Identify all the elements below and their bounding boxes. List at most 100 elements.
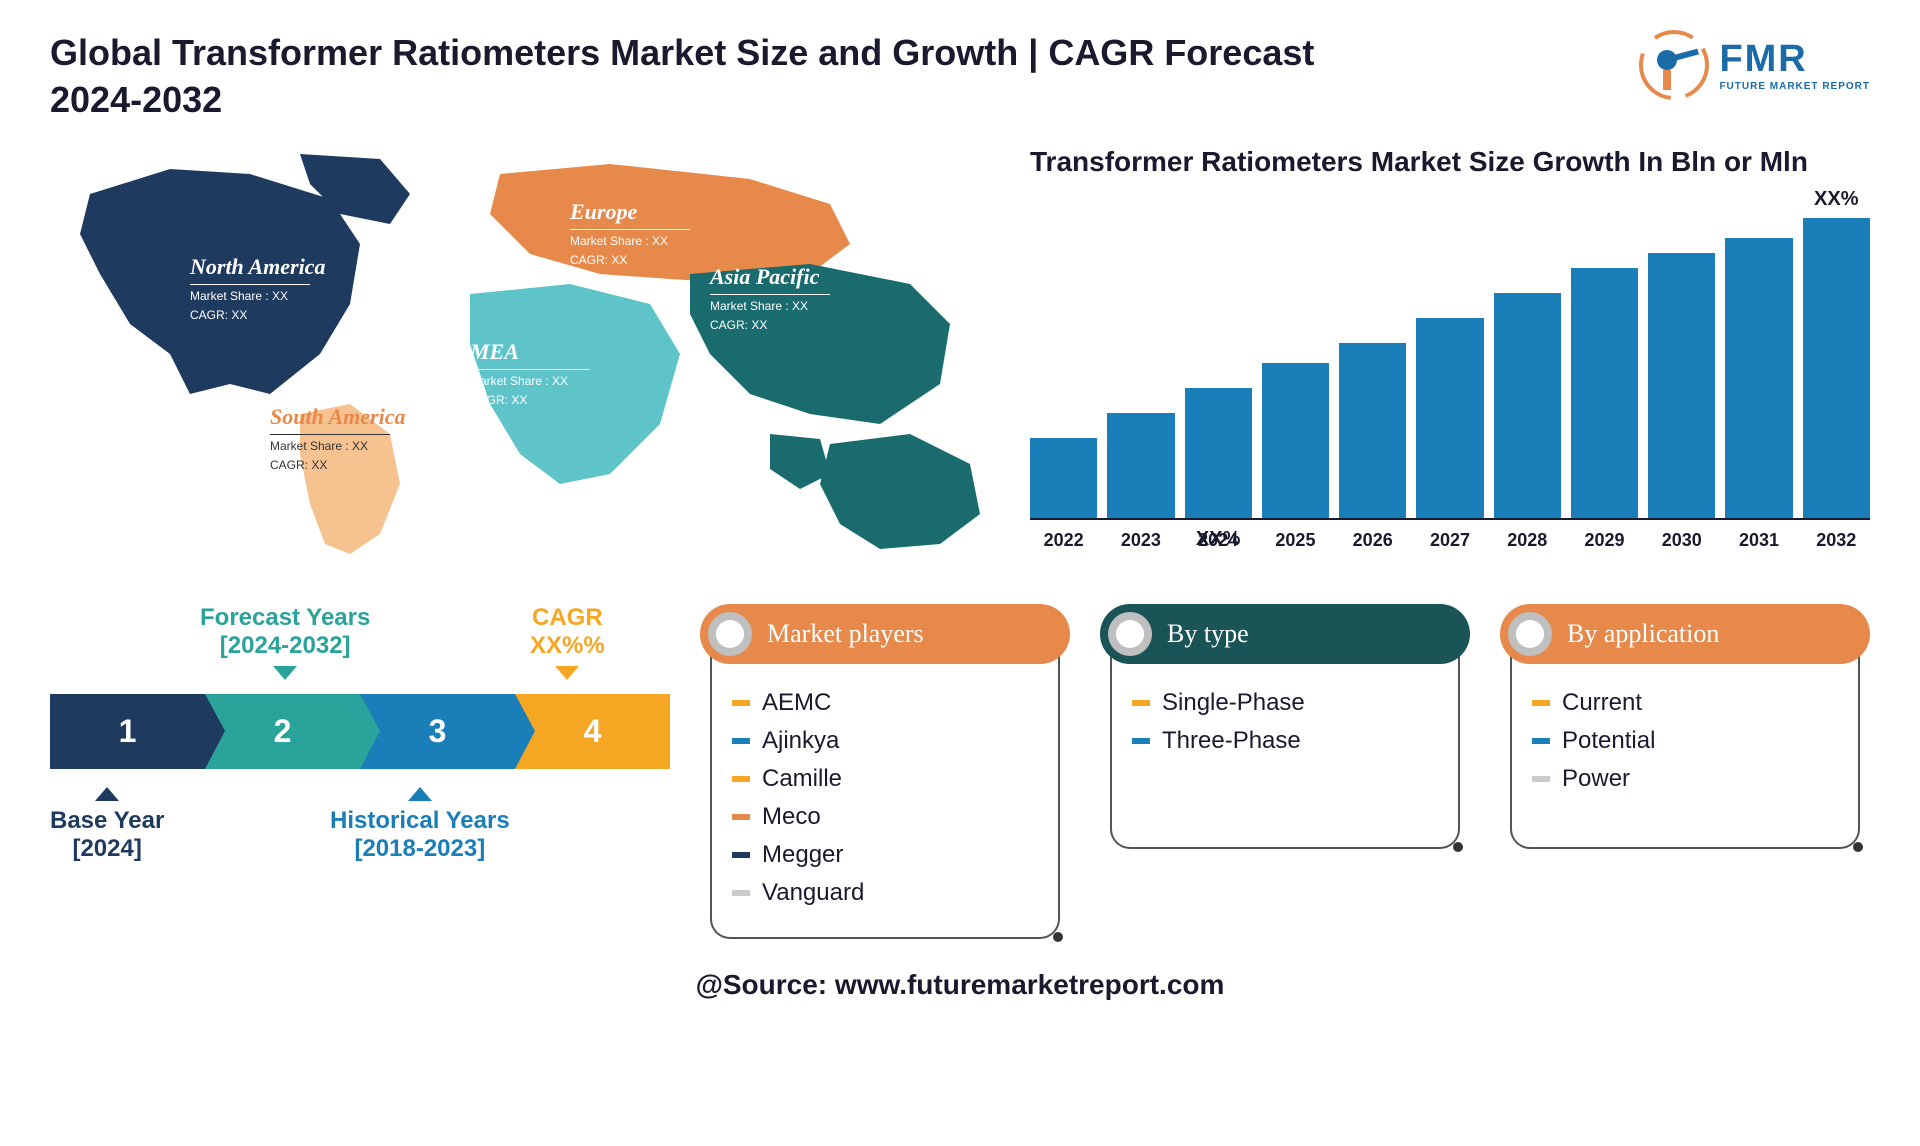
category-bracket: AEMC Ajinkya Camille Meco Megger Vanguard xyxy=(710,649,1060,939)
bar-rect xyxy=(1725,238,1792,518)
world-map: North AmericaMarket Share : XXCAGR: XX So… xyxy=(50,144,1000,564)
bar-2026 xyxy=(1339,343,1406,518)
logo-abbr: FMR xyxy=(1719,38,1870,81)
tick-icon xyxy=(732,890,750,896)
forecast-label: Forecast Years [2024-2032] xyxy=(200,604,370,680)
bar-2023 xyxy=(1107,413,1174,518)
bar-year-label: 2026 xyxy=(1339,530,1406,551)
region-label-sa: South America Market Share : XX CAGR: XX xyxy=(270,404,406,474)
bar-year-label: 2032 xyxy=(1803,530,1870,551)
item-label: Three-Phase xyxy=(1162,727,1301,755)
item-label: Ajinkya xyxy=(762,727,839,755)
bar-annotation: XX% xyxy=(1196,528,1240,551)
item-label: Current xyxy=(1562,689,1642,717)
pill-label: By application xyxy=(1567,619,1719,649)
pill-dot-icon xyxy=(1108,612,1152,656)
bar-2031 xyxy=(1725,238,1792,518)
page-title: Global Transformer Ratiometers Market Si… xyxy=(50,30,1350,124)
bracket-dot-icon xyxy=(1453,842,1463,852)
arrow-down-icon xyxy=(273,666,297,680)
category-by-application: By application Current Potential Power xyxy=(1500,604,1870,939)
category-item: Potential xyxy=(1532,727,1838,755)
bar-rect xyxy=(1648,253,1715,518)
category-item: Current xyxy=(1532,689,1838,717)
arrow-down-icon xyxy=(555,666,579,680)
bar-year-label: 2025 xyxy=(1262,530,1329,551)
tick-icon xyxy=(1532,776,1550,782)
pill-label: Market players xyxy=(767,619,924,649)
bar-chart: XX%XX% xyxy=(1030,200,1870,520)
logo-subtitle: FUTURE MARKET REPORT xyxy=(1719,81,1870,92)
timeline-step-1: 1 xyxy=(50,694,205,769)
bar-annotation: XX% xyxy=(1814,188,1858,211)
timeline-step-3: 3 xyxy=(360,694,515,769)
region-label-eu: EuropeMarket Share : XXCAGR: XX xyxy=(570,199,690,269)
bar-rect xyxy=(1494,293,1561,518)
category-item: Ajinkya xyxy=(732,727,1038,755)
region-label-mea: MEAMarket Share : XXCAGR: XX xyxy=(470,339,590,409)
pill-label: By type xyxy=(1167,619,1249,649)
item-label: Vanguard xyxy=(762,879,864,907)
base-year-label: Base Year [2024] xyxy=(50,787,164,863)
bar-2029 xyxy=(1571,268,1638,518)
region-cagr: CAGR: XX xyxy=(270,458,406,474)
logo-text: FMR FUTURE MARKET REPORT xyxy=(1719,38,1870,92)
category-bracket: Current Potential Power xyxy=(1510,649,1860,849)
region-share: Market Share : XX xyxy=(470,374,590,390)
bar-rect xyxy=(1107,413,1174,518)
region-name: South America xyxy=(270,404,406,430)
arrow-up-icon xyxy=(95,787,119,801)
timeline-step-2: 2 xyxy=(205,694,360,769)
bracket-dot-icon xyxy=(1053,932,1063,942)
bar-rect xyxy=(1030,438,1097,518)
category-item: AEMC xyxy=(732,689,1038,717)
tick-icon xyxy=(1532,700,1550,706)
region-name: MEA xyxy=(470,339,590,365)
logo-icon xyxy=(1639,30,1709,100)
bar-rect xyxy=(1339,343,1406,518)
category-pill: By type xyxy=(1100,604,1470,664)
bar-2027 xyxy=(1416,318,1483,518)
item-label: Megger xyxy=(762,841,843,869)
tick-icon xyxy=(732,776,750,782)
bar-2030 xyxy=(1648,253,1715,518)
bar-year-label: 2022 xyxy=(1030,530,1097,551)
bar-rect xyxy=(1185,388,1252,518)
bar-rect xyxy=(1416,318,1483,518)
category-pill: Market players xyxy=(700,604,1070,664)
bar-2028 xyxy=(1494,293,1561,518)
region-cagr: CAGR: XX xyxy=(710,318,830,334)
timeline-bar: 1234 xyxy=(50,694,670,769)
item-label: Camille xyxy=(762,765,842,793)
region-label-na: North AmericaMarket Share : XXCAGR: XX xyxy=(190,254,325,324)
region-share: Market Share : XX xyxy=(710,299,830,315)
bar-axis-labels: 2022202320242025202620272028202920302031… xyxy=(1030,520,1870,551)
tick-icon xyxy=(732,738,750,744)
category-item: Three-Phase xyxy=(1132,727,1438,755)
category-item: Single-Phase xyxy=(1132,689,1438,717)
bar-year-label: 2030 xyxy=(1648,530,1715,551)
main-row: North AmericaMarket Share : XXCAGR: XX So… xyxy=(50,144,1870,564)
category-bracket: Single-Phase Three-Phase xyxy=(1110,649,1460,849)
bar-year-label: 2023 xyxy=(1107,530,1174,551)
category-pill: By application xyxy=(1500,604,1870,664)
bar-2025 xyxy=(1262,363,1329,518)
timeline-top-labels: Forecast Years [2024-2032] CAGR XX%% xyxy=(50,604,670,694)
category-item: Vanguard xyxy=(732,879,1038,907)
item-label: Meco xyxy=(762,803,821,831)
tick-icon xyxy=(732,814,750,820)
category-item: Power xyxy=(1532,765,1838,793)
timeline-bottom-labels: Base Year [2024] Historical Years [2018-… xyxy=(50,777,670,897)
bar-2032: XX% xyxy=(1803,218,1870,518)
bar-rect xyxy=(1262,363,1329,518)
cagr-label: CAGR XX%% xyxy=(530,604,605,680)
region-share: Market Share : XX xyxy=(270,439,406,455)
tick-icon xyxy=(1132,738,1150,744)
tick-icon xyxy=(732,700,750,706)
pill-dot-icon xyxy=(1508,612,1552,656)
bar-year-label: 2028 xyxy=(1494,530,1561,551)
region-share: Market Share : XX xyxy=(570,234,690,250)
bar-year-label: 2027 xyxy=(1416,530,1483,551)
bar-year-label: 2031 xyxy=(1725,530,1792,551)
source-attribution: @Source: www.futuremarketreport.com xyxy=(50,969,1870,1001)
